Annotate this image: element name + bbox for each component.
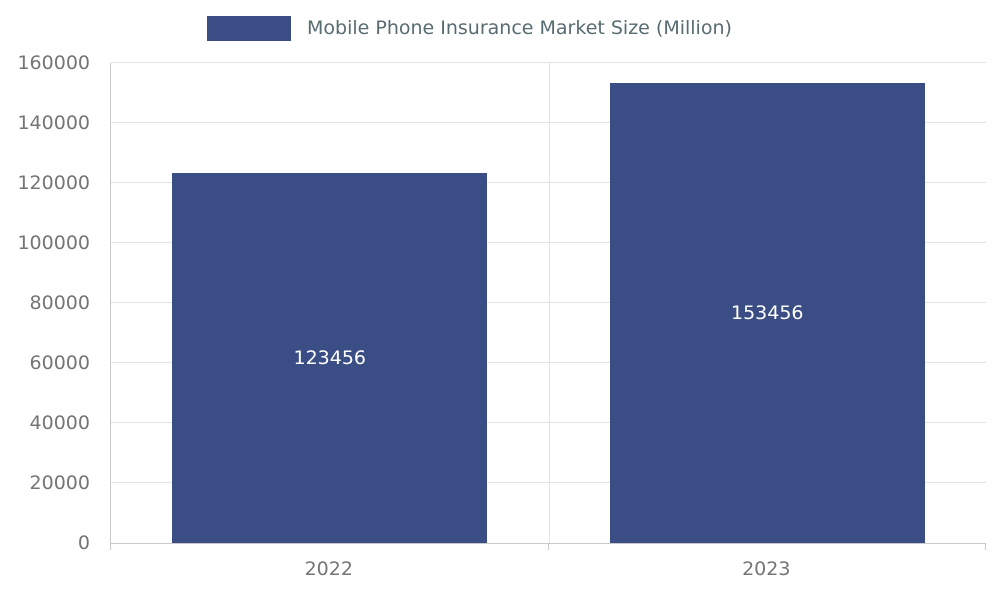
bar-2022[interactable]: 123456 xyxy=(172,172,488,543)
y-axis: 0 20000 40000 60000 80000 100000 120000 140000 1… xyxy=(0,52,100,554)
chart-title: Mobile Phone Insurance Market Size (Mill… xyxy=(307,17,732,39)
y-axis-tick-label: 80000 xyxy=(29,292,90,314)
x-axis: 2022 2023 xyxy=(110,544,986,590)
chart-legend[interactable]: Mobile Phone Insurance Market Size (Mill… xyxy=(207,16,732,41)
y-axis-tick-label: 0 xyxy=(77,532,90,554)
x-axis-tick-label: 2022 xyxy=(304,558,353,580)
x-axis-tick-mark xyxy=(985,544,986,550)
y-axis-tick-label: 60000 xyxy=(29,352,90,374)
y-axis-tick-label: 120000 xyxy=(17,172,90,194)
plot-area: 123456 153456 xyxy=(110,62,986,544)
y-axis-tick-label: 160000 xyxy=(17,52,90,74)
bar-2023[interactable]: 153456 xyxy=(609,82,925,543)
y-axis-tick-label: 140000 xyxy=(17,112,90,134)
x-axis-tick-mark xyxy=(547,544,549,550)
bar-value-label: 153456 xyxy=(730,301,804,324)
y-axis-tick-label: 40000 xyxy=(29,412,90,434)
x-axis-tick-label: 2023 xyxy=(742,558,791,580)
y-axis-tick-label: 100000 xyxy=(17,232,90,254)
gridline-vertical xyxy=(548,63,550,543)
bar-value-label: 123456 xyxy=(293,346,367,369)
y-axis-tick-label: 20000 xyxy=(29,472,90,494)
legend-swatch-icon xyxy=(207,16,291,41)
gridline xyxy=(111,62,986,63)
x-axis-tick-mark xyxy=(110,544,111,550)
